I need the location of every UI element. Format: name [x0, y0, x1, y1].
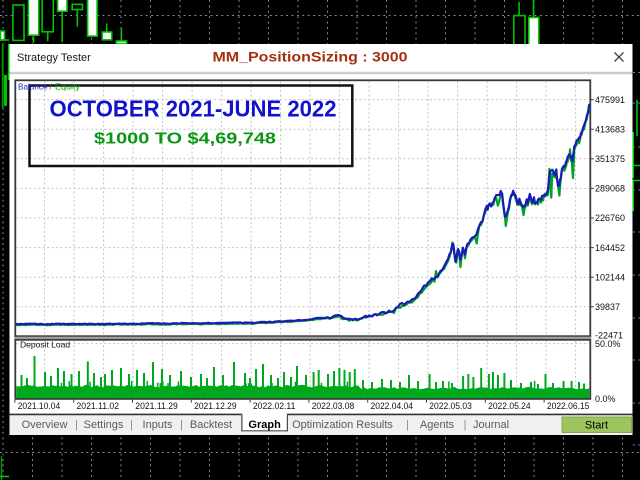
- svg-text:2021.11.02: 2021.11.02: [77, 401, 120, 411]
- svg-text:|: |: [406, 419, 409, 431]
- svg-text:0.0%: 0.0%: [595, 394, 616, 404]
- svg-text:-22471: -22471: [595, 331, 623, 341]
- svg-text:OCTOBER 2021-JUNE 2022: OCTOBER 2021-JUNE 2022: [50, 96, 337, 122]
- svg-text:Settings: Settings: [84, 419, 124, 431]
- svg-text:Backtest: Backtest: [190, 419, 232, 431]
- svg-text:2022.05.24: 2022.05.24: [488, 401, 530, 411]
- svg-text:Deposit Load: Deposit Load: [20, 340, 70, 350]
- svg-text:Agents: Agents: [420, 419, 455, 431]
- svg-text:Journal: Journal: [473, 419, 509, 431]
- svg-text:Optimization Results: Optimization Results: [292, 419, 393, 431]
- svg-text:Inputs: Inputs: [143, 419, 173, 431]
- svg-text:2022.06.15: 2022.06.15: [547, 401, 590, 411]
- svg-text:|: |: [180, 419, 183, 431]
- svg-text:2022.04.04: 2022.04.04: [371, 401, 414, 411]
- svg-text:2021.12.29: 2021.12.29: [194, 401, 237, 411]
- svg-text:475991: 475991: [595, 95, 625, 105]
- svg-text:50.0%: 50.0%: [595, 339, 621, 349]
- svg-text:2021.10.04: 2021.10.04: [18, 401, 61, 411]
- svg-text:Strategy Tester: Strategy Tester: [17, 52, 91, 64]
- svg-text:Graph: Graph: [248, 419, 281, 431]
- svg-text:$1000 TO $4,69,748: $1000 TO $4,69,748: [94, 131, 276, 148]
- svg-text:289068: 289068: [595, 184, 625, 194]
- svg-text:102144: 102144: [595, 272, 625, 282]
- svg-text:Overview: Overview: [22, 419, 68, 431]
- svg-text:|: |: [75, 419, 78, 431]
- svg-text:/: /: [50, 81, 53, 91]
- svg-text:|: |: [130, 419, 133, 431]
- svg-text:Balance: Balance: [18, 81, 48, 91]
- svg-text:2022.03.08: 2022.03.08: [312, 401, 355, 411]
- svg-text:|: |: [464, 419, 467, 431]
- svg-text:2022.02.11: 2022.02.11: [253, 401, 296, 411]
- svg-text:39837: 39837: [595, 302, 620, 312]
- svg-text:2022.05.03: 2022.05.03: [429, 401, 472, 411]
- svg-text:MM_PositionSizing : 3000: MM_PositionSizing : 3000: [213, 50, 408, 65]
- svg-text:164452: 164452: [595, 243, 625, 253]
- svg-text:351375: 351375: [595, 154, 625, 164]
- svg-text:Start: Start: [585, 420, 608, 432]
- svg-text:226760: 226760: [595, 213, 625, 223]
- svg-text:413683: 413683: [595, 124, 625, 134]
- svg-text:2021.11.29: 2021.11.29: [135, 401, 178, 411]
- svg-text:Equity: Equity: [55, 81, 81, 91]
